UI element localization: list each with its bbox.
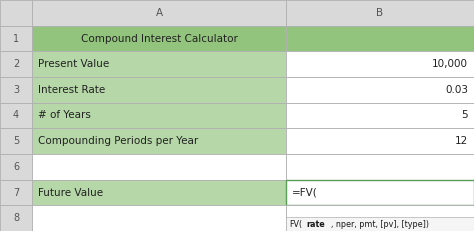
Bar [0, 103, 32, 128]
Bar [286, 205, 474, 231]
Bar [32, 77, 286, 103]
Text: 10,000: 10,000 [432, 59, 468, 69]
Bar [0, 154, 32, 180]
Text: FV(: FV( [290, 220, 302, 229]
Text: Compound Interest Calculator: Compound Interest Calculator [81, 33, 237, 43]
Text: 0.03: 0.03 [445, 85, 468, 95]
Bar [286, 128, 474, 154]
Text: =FV(: =FV( [292, 188, 317, 198]
Bar [286, 0, 474, 26]
Bar [286, 51, 474, 77]
Bar [0, 26, 32, 51]
Bar [32, 0, 286, 26]
Text: 4: 4 [13, 110, 19, 121]
Bar [32, 128, 286, 154]
Bar [286, 103, 474, 128]
Text: Present Value: Present Value [38, 59, 109, 69]
Text: 3: 3 [13, 85, 19, 95]
Bar [286, 77, 474, 103]
Text: Compounding Periods per Year: Compounding Periods per Year [38, 136, 198, 146]
Text: , nper, pmt, [pv], [type]): , nper, pmt, [pv], [type]) [330, 220, 428, 229]
Text: B: B [376, 8, 383, 18]
Text: # of Years: # of Years [38, 110, 91, 121]
Text: 8: 8 [13, 213, 19, 223]
Text: 7: 7 [13, 188, 19, 198]
Bar [0, 180, 32, 205]
Text: 5: 5 [462, 110, 468, 121]
Bar [32, 26, 286, 51]
Bar [0, 77, 32, 103]
Bar [286, 180, 474, 205]
Bar [0, 0, 32, 26]
Bar [0, 51, 32, 77]
Text: 6: 6 [13, 162, 19, 172]
Bar [32, 180, 286, 205]
Bar [32, 103, 286, 128]
Bar [0, 128, 32, 154]
Bar [286, 26, 474, 51]
Bar [32, 51, 286, 77]
Bar [32, 205, 286, 231]
Text: Interest Rate: Interest Rate [38, 85, 105, 95]
Bar [32, 154, 286, 180]
Bar [286, 154, 474, 180]
Text: 5: 5 [13, 136, 19, 146]
Text: 12: 12 [455, 136, 468, 146]
Text: 1: 1 [13, 33, 19, 43]
Text: A: A [155, 8, 163, 18]
Text: 2: 2 [13, 59, 19, 69]
Text: Future Value: Future Value [38, 188, 103, 198]
Text: rate: rate [306, 220, 325, 229]
Bar [286, 217, 474, 231]
Bar [0, 205, 32, 231]
